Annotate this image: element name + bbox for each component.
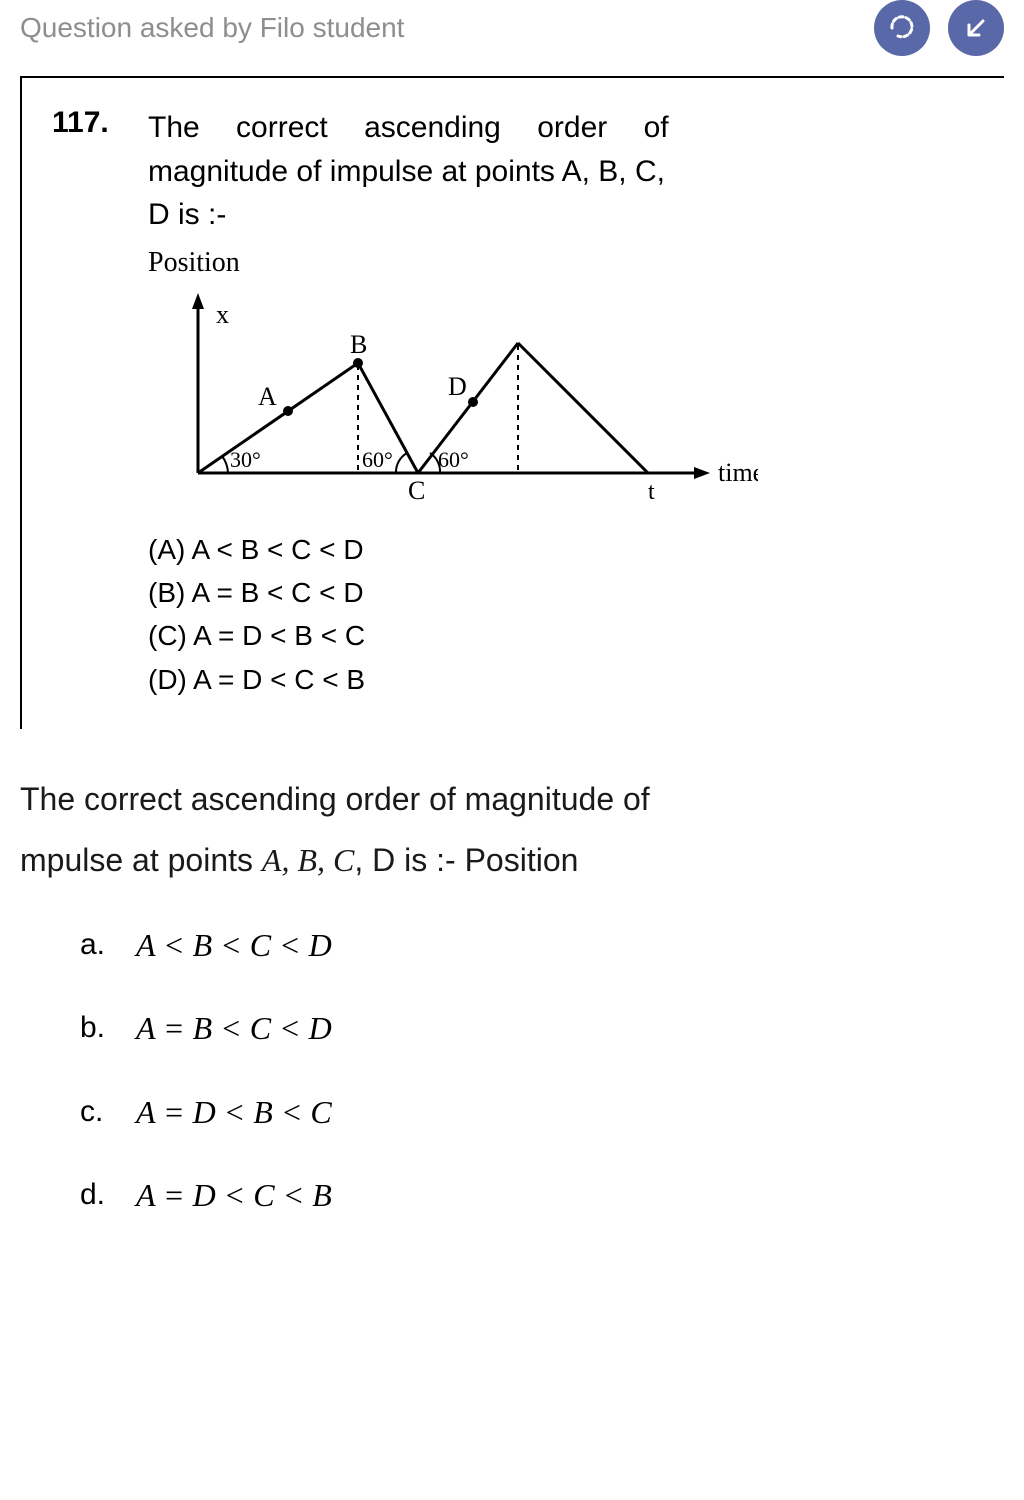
x-axis-label: time (718, 458, 758, 487)
answer-letter: d. (80, 1175, 114, 1217)
answer-letter: b. (80, 1008, 114, 1050)
opt-C: (C) A = D < B < C (148, 614, 974, 657)
answer-item: a. A < B < C < D (80, 925, 1004, 967)
answer-letter: c. (80, 1092, 114, 1134)
answer-expr: A = D < C < B (136, 1175, 332, 1217)
restate-line2-pre: mpulse at points (20, 842, 262, 878)
question-row: 117. The correct ascending order of magn… (52, 106, 974, 701)
question-number: 117. (52, 106, 124, 701)
restate-points: A, B, C (262, 842, 354, 878)
opt-A: (A) A < B < C < D (148, 528, 974, 571)
answer-item: d. A = D < C < B (80, 1175, 1004, 1217)
header-label: Question asked by Filo student (20, 12, 404, 44)
question-body: The correct ascending order of magnitude… (148, 106, 974, 701)
answer-letter: a. (80, 925, 114, 967)
restate-line2-post: , D is :- Position (354, 842, 578, 878)
top-icons (874, 0, 1004, 56)
answer-list: a. A < B < C < D b. A = B < C < D c. A =… (20, 925, 1004, 1217)
position-label: Position (148, 247, 974, 279)
answer-expr: A = B < C < D (136, 1008, 332, 1050)
angle-mid-left: 60° (362, 447, 393, 472)
answer-expr: A < B < C < D (136, 925, 332, 967)
point-A: A (258, 382, 277, 411)
answer-item: c. A = D < B < C (80, 1092, 1004, 1134)
opt-B: (B) A = B < C < D (148, 571, 974, 614)
x-axis-tick: t (648, 479, 655, 505)
q-line3: D is :- (148, 198, 226, 231)
answer-expr: A = D < B < C (136, 1092, 332, 1134)
y-axis-label: x (216, 300, 229, 329)
q-line1: The correct ascending order of (148, 111, 669, 144)
q-line2: magnitude of impulse at points A, B, C, (148, 155, 665, 188)
answer-item: b. A = B < C < D (80, 1008, 1004, 1050)
angle-left: 30° (230, 447, 261, 472)
restate-line1: The correct ascending order of magnitude… (20, 781, 650, 817)
point-B: B (350, 330, 367, 359)
point-C: C (408, 476, 425, 505)
top-bar: Question asked by Filo student (20, 0, 1004, 76)
angle-mid-right: 60° (438, 447, 469, 472)
opt-D: (D) A = D < C < B (148, 658, 974, 701)
inner-options: (A) A < B < C < D (B) A = B < C < D (C) … (148, 528, 974, 702)
refresh-partial-icon[interactable] (874, 0, 930, 56)
question-text: The correct ascending order of magnitude… (148, 106, 974, 237)
question-box: 117. The correct ascending order of magn… (20, 76, 1004, 729)
restatement: The correct ascending order of magnitude… (20, 769, 1004, 891)
position-time-diagram: x time t (138, 283, 974, 518)
point-D: D (448, 372, 467, 401)
page: Question asked by Filo student 117. The (0, 0, 1024, 1299)
arrow-down-left-icon[interactable] (948, 0, 1004, 56)
